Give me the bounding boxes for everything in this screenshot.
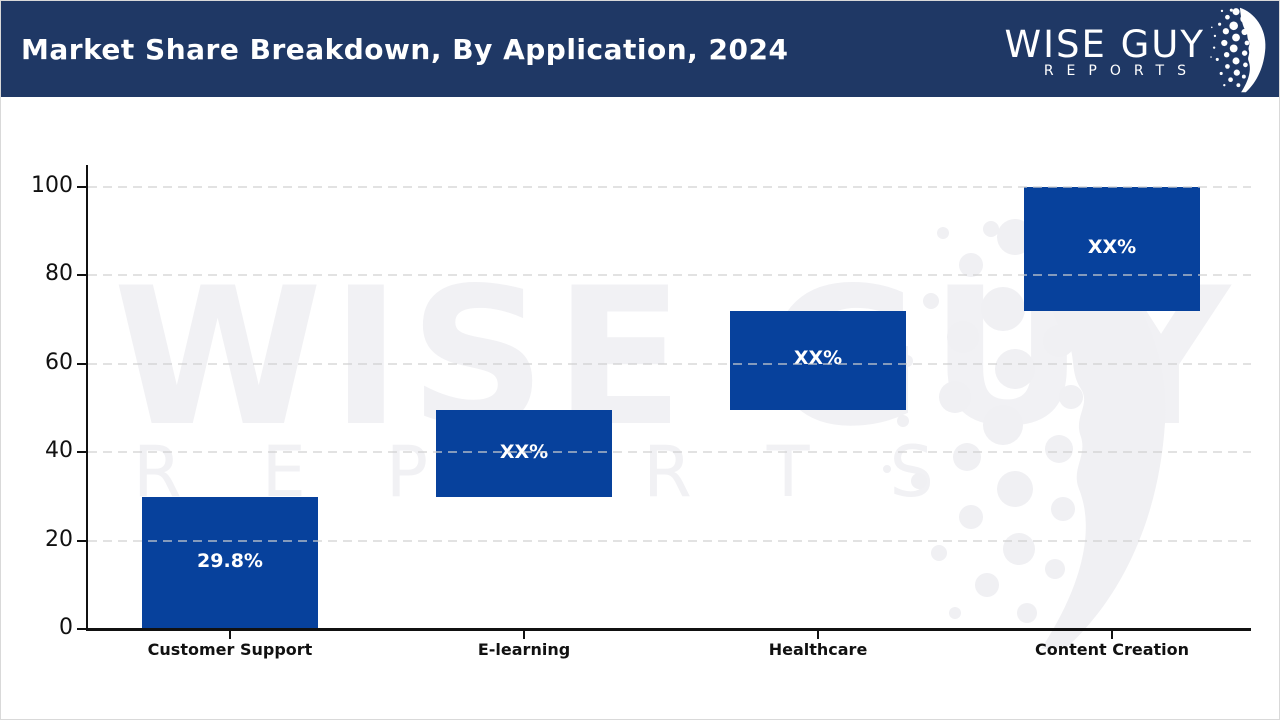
bar-content-creation xyxy=(1024,187,1200,312)
logo-subtext: REPORTS xyxy=(1043,63,1199,79)
bar-value-label: XX% xyxy=(793,347,843,370)
logo-wordmark: WISE GUY xyxy=(1004,23,1205,66)
x-axis-line xyxy=(86,628,1251,631)
x-tick-1 xyxy=(229,631,231,639)
y-tick-40 xyxy=(77,451,86,454)
gridline-y-20 xyxy=(88,539,1251,542)
category-label-3: Healthcare xyxy=(768,640,868,659)
bar-customer-support xyxy=(142,497,318,629)
gridline-y-80 xyxy=(88,274,1251,277)
gridline-y-40 xyxy=(88,451,1251,454)
chart-title: Market Share Breakdown, By Application, … xyxy=(21,32,789,66)
y-tick-label-20: 20 xyxy=(45,526,73,552)
y-tick-label-40: 40 xyxy=(45,438,73,464)
y-tick-100 xyxy=(77,186,86,188)
category-label-1: Customer Support xyxy=(147,640,313,659)
gridline-y-100 xyxy=(88,186,1251,188)
category-label-4: Content Creation xyxy=(1034,640,1190,659)
y-tick-label-80: 80 xyxy=(45,261,73,287)
y-tick-label-100: 100 xyxy=(31,173,73,198)
bar-healthcare xyxy=(730,311,906,410)
y-axis-line xyxy=(86,165,88,630)
x-tick-3 xyxy=(817,631,819,639)
title-banner: Market Share Breakdown, By Application, … xyxy=(1,1,1279,97)
bar-e-learning xyxy=(436,409,612,498)
bar-value-label: 29.8% xyxy=(197,550,263,573)
x-tick-2 xyxy=(523,631,525,639)
y-tick-label-60: 60 xyxy=(45,349,73,375)
y-tick-60 xyxy=(77,362,86,365)
bar-value-label: XX% xyxy=(1087,236,1137,259)
wise-guy-reports-logo: WISE GUY REPORTS xyxy=(1005,1,1273,97)
logo-head-icon xyxy=(1210,7,1266,93)
y-tick-80 xyxy=(77,274,86,277)
gridline-y-60 xyxy=(88,362,1251,365)
category-label-2: E-learning xyxy=(477,640,571,659)
y-tick-0 xyxy=(77,628,86,630)
y-tick-20 xyxy=(77,539,86,542)
y-tick-label-0: 0 xyxy=(59,615,73,640)
x-tick-4 xyxy=(1111,631,1113,639)
